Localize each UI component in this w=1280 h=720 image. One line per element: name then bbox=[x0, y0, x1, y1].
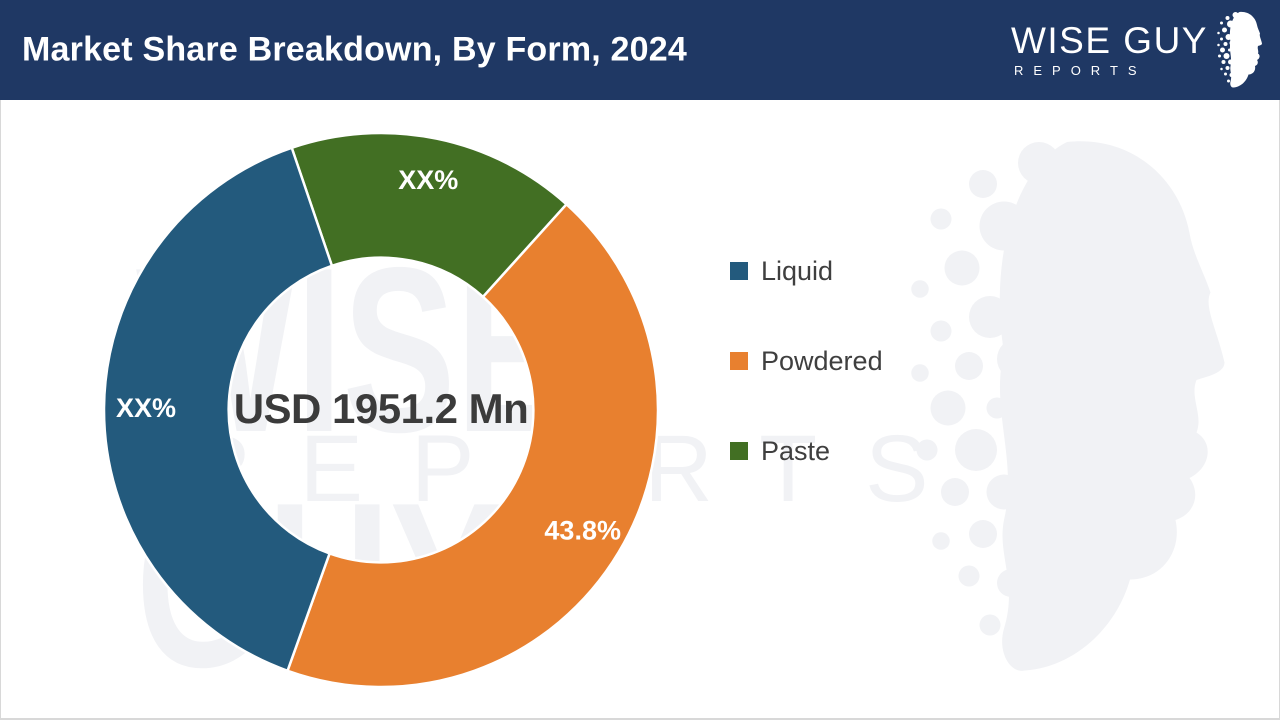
segment-label-powdered: 43.8% bbox=[544, 516, 621, 546]
chart-area: WISE GUY REPORTS XX%43.8%XX% USD 1951.2 … bbox=[0, 100, 1280, 720]
page-title: Market Share Breakdown, By Form, 2024 bbox=[22, 30, 687, 69]
chart-center-value: USD 1951.2 Mn bbox=[233, 385, 529, 432]
legend-item-powdered: Powdered bbox=[730, 347, 883, 375]
chart-legend: Liquid Powdered Paste bbox=[730, 257, 883, 465]
segment-label-paste: XX% bbox=[398, 165, 458, 195]
header-bar: Market Share Breakdown, By Form, 2024 WI… bbox=[0, 0, 1280, 100]
logo-subtitle: REPORTS bbox=[1013, 63, 1147, 79]
donut-segment-powdered bbox=[285, 202, 660, 689]
donut-segment-paste bbox=[290, 131, 569, 299]
face-profile-icon bbox=[1217, 11, 1262, 88]
wise-guy-logo: WISE GUY REPORTS bbox=[1011, 8, 1266, 92]
donut-chart: XX% 43.8% XX% bbox=[102, 131, 660, 689]
legend-item-liquid: Liquid bbox=[730, 257, 883, 285]
donut-segment-liquid bbox=[102, 146, 334, 673]
legend-swatch-powdered bbox=[730, 352, 748, 370]
logo-wordmark: WISE GUY bbox=[1010, 19, 1208, 61]
legend-label: Paste bbox=[761, 436, 831, 466]
segment-label-liquid: XX% bbox=[116, 393, 176, 423]
legend-label: Liquid bbox=[761, 256, 834, 286]
legend-swatch-liquid bbox=[730, 262, 748, 280]
legend-label: Powdered bbox=[761, 346, 883, 376]
legend-item-paste: Paste bbox=[730, 437, 883, 465]
legend-swatch-paste bbox=[730, 442, 748, 460]
